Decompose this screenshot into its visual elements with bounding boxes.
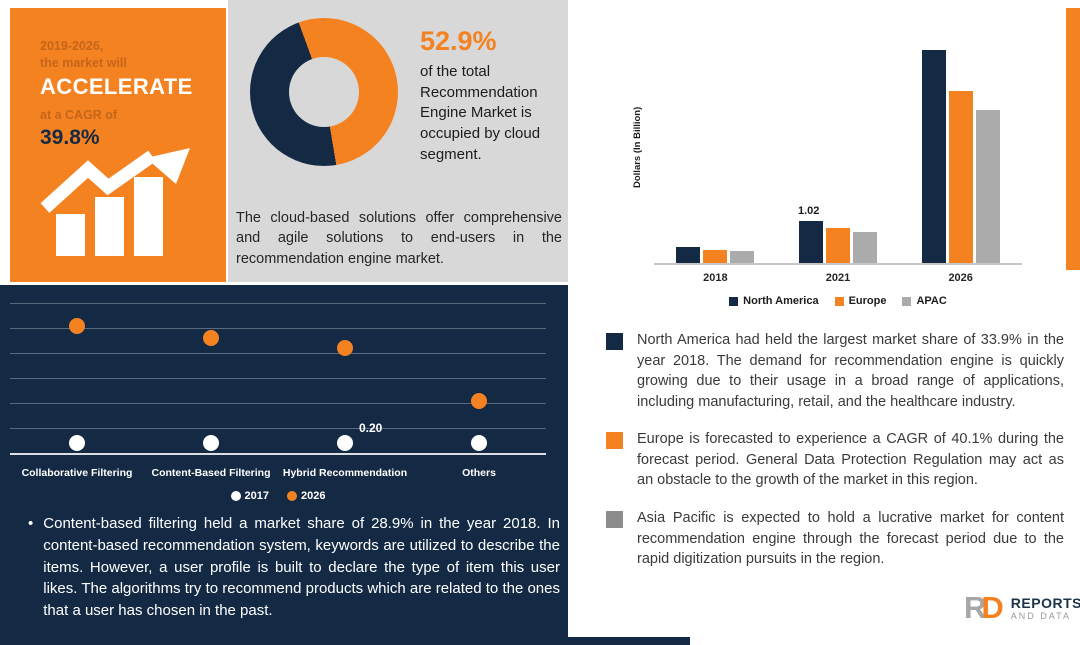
legend-item-APAC: APAC xyxy=(902,295,947,307)
legend-item-Europe: Europe xyxy=(834,295,887,307)
icon-bar-2 xyxy=(95,197,124,256)
bar-category-label: 2018 xyxy=(703,272,728,284)
logo-line-and-data: AND DATA xyxy=(1010,611,1071,621)
gridline xyxy=(10,428,546,429)
cloud-segment-panel: 52.9% of the total Recommendation Engine… xyxy=(228,0,568,282)
cagr-market-text: the market will xyxy=(40,55,127,70)
logo-letter-d: D xyxy=(981,590,1004,625)
bullet-square-north-america xyxy=(606,333,623,350)
bullet-asia-pacific: Asia Pacific is expected to hold a lucra… xyxy=(606,508,1064,570)
gridline xyxy=(10,328,546,329)
gridline xyxy=(10,353,546,354)
gridline xyxy=(10,303,546,304)
logo-mark: RD xyxy=(964,590,1004,626)
bullet-europe: Europe is forecasted to experience a CAG… xyxy=(606,429,1064,491)
dot-annotation: 0.20 xyxy=(359,421,383,435)
cagr-text-block: 2019-2026, the market will ACCELERATE at… xyxy=(40,38,193,150)
legend-swatch xyxy=(902,296,912,306)
dot-2026-Hybrid Recommendation xyxy=(337,340,353,356)
accelerate-headline: ACCELERATE xyxy=(40,73,193,99)
bar-North America-2021 xyxy=(799,221,823,263)
legend-label: North America xyxy=(743,295,819,307)
filtering-bullet-text: Content-based filtering held a market sh… xyxy=(43,515,560,619)
regional-panel: Dollars (In Billion) 1.02 2018 2021 2026 N… xyxy=(568,0,1080,645)
dot-2026-Others xyxy=(471,392,487,409)
filtering-panel: 0.20 Collaborative Filtering Content-Base… xyxy=(0,285,568,645)
cloud-share-donut-chart xyxy=(250,18,398,166)
legend-label: 2017 xyxy=(244,490,269,502)
legend-swatch xyxy=(834,296,844,306)
donut-hole xyxy=(289,57,359,127)
right-accent-strip xyxy=(1066,8,1080,270)
bar-Europe-2026 xyxy=(948,91,973,263)
bar-North America-2026 xyxy=(921,50,946,263)
logo-line-reports: REPORTS xyxy=(1010,595,1080,611)
bullet-north-america: North America had held the largest marke… xyxy=(606,330,1064,412)
filtering-dot-chart: 0.20 xyxy=(10,303,546,455)
bar-chart-legend: North America Europe APAC xyxy=(614,295,1062,307)
icon-arrow-line xyxy=(40,150,156,213)
icon-arrow-head xyxy=(146,148,190,184)
cagr-label-text: at a CAGR of xyxy=(40,107,118,122)
cloud-share-description: of the total Recommendation Engine Marke… xyxy=(420,63,541,163)
legend-swatch xyxy=(729,296,739,306)
growth-bars-arrow-icon xyxy=(40,148,190,256)
dot-2026-Collaborative Filtering xyxy=(69,317,85,334)
cagr-panel: 2019-2026, the market will ACCELERATE at… xyxy=(10,8,226,282)
bar-APAC-2026 xyxy=(975,109,1000,263)
dot-2017-Collaborative Filtering xyxy=(69,435,85,451)
legend-swatch xyxy=(287,491,297,501)
dot-2017-Others xyxy=(471,435,487,451)
bar-APAC-2021 xyxy=(853,232,877,263)
legend-item-2017: 2017 xyxy=(230,490,269,502)
cloud-solutions-note: The cloud-based solutions offer comprehe… xyxy=(236,210,562,267)
bullet-square-asia-pacific xyxy=(606,511,623,529)
bar-Europe-2021 xyxy=(826,227,850,263)
bullet-square-europe xyxy=(606,432,623,450)
bar-APAC-2018 xyxy=(730,250,755,263)
dot-category-label: Collaborative Filtering xyxy=(21,467,133,479)
legend-label: Europe xyxy=(848,295,887,307)
dot-chart-legend: 2017 2026 xyxy=(10,490,546,502)
dot-chart-category-row: Collaborative Filtering Content-Based Fil… xyxy=(10,467,546,479)
regional-bullets: North America had held the largest marke… xyxy=(606,330,1064,587)
bar-Europe-2018 xyxy=(703,249,728,263)
gridline xyxy=(10,403,546,404)
legend-swatch xyxy=(230,491,241,501)
bullet-text-north-america: North America had held the largest marke… xyxy=(637,332,1064,410)
bottom-accent-strip xyxy=(392,637,690,645)
dot-category-label: Others xyxy=(462,467,496,479)
logo-letter-r: R xyxy=(964,590,987,625)
icon-bar-3 xyxy=(134,177,163,256)
dot-category-label: Content-Based Filtering xyxy=(151,467,271,479)
dot-2026-Content-Based Filtering xyxy=(203,330,219,346)
bar-chart-y-axis-label: Dollars (In Billion) xyxy=(632,106,643,188)
bar-chart-category-row: 2018 2021 2026 xyxy=(654,272,1022,284)
cagr-value: 39.8% xyxy=(40,125,100,149)
bullet-marker: • xyxy=(28,515,34,532)
cloud-share-value: 52.9% xyxy=(420,26,497,56)
bullet-text-europe: Europe is forecasted to experience a CAG… xyxy=(637,431,1064,489)
bar-annotation: 1.02 xyxy=(798,205,820,218)
bullet-text-asia-pacific: Asia Pacific is expected to hold a lucra… xyxy=(637,510,1064,568)
x-axis-line xyxy=(10,453,546,455)
icon-bar-1 xyxy=(56,214,85,256)
reports-and-data-logo: RD REPORTS AND DATA xyxy=(964,590,1080,626)
legend-label: APAC xyxy=(916,295,947,307)
regional-bar-chart: 1.02 xyxy=(654,38,1022,265)
logo-text: REPORTS AND DATA xyxy=(1011,595,1080,621)
filtering-bullet: • Content-based filtering held a market … xyxy=(28,513,560,622)
bar-category-label: 2021 xyxy=(825,272,851,284)
cagr-period-text: 2019-2026, xyxy=(40,39,104,53)
bar-category-label: 2026 xyxy=(948,272,973,284)
dot-2017-Content-Based Filtering xyxy=(203,435,219,451)
bar-North America-2018 xyxy=(676,247,701,263)
legend-label: 2026 xyxy=(301,490,326,502)
legend-item-North America: North America xyxy=(729,295,819,307)
legend-item-2026: 2026 xyxy=(287,490,325,502)
dot-category-label: Hybrid Recommendation xyxy=(282,467,408,479)
gridline xyxy=(10,378,546,379)
dot-2017-Hybrid Recommendation xyxy=(337,435,353,451)
